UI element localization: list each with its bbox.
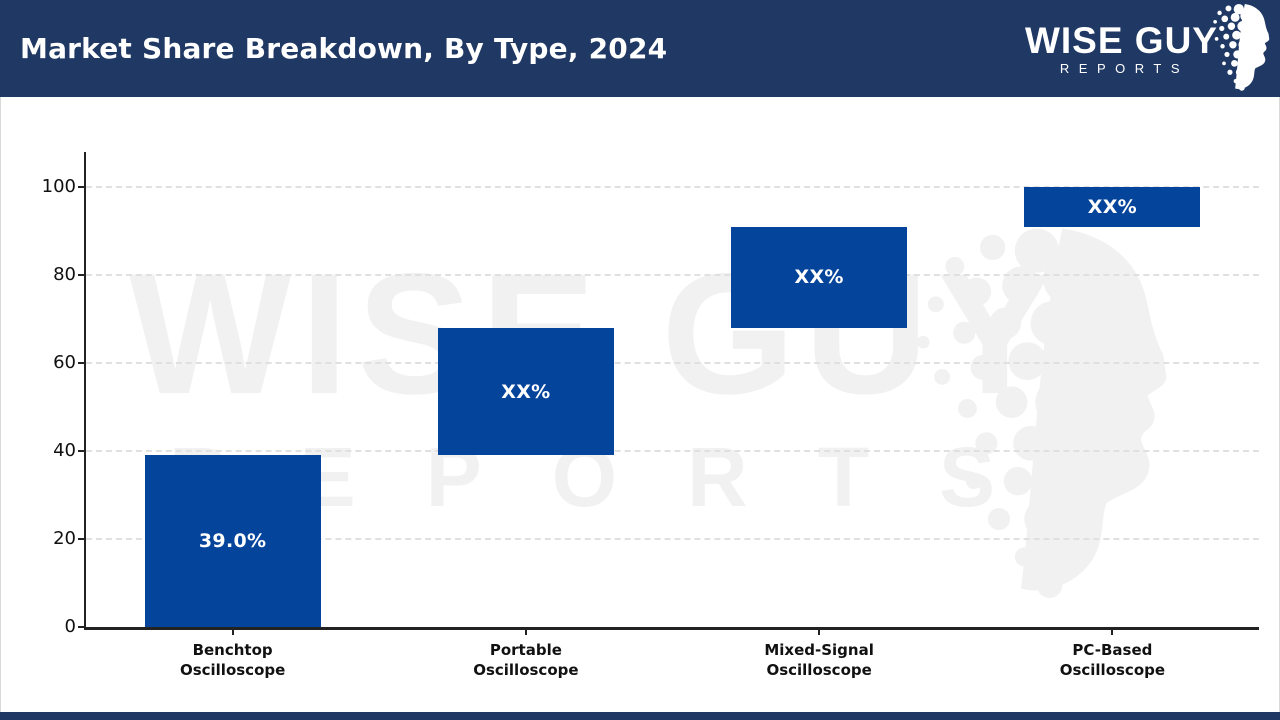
y-tick-mark-40 bbox=[78, 450, 86, 452]
x-category-label-line: Oscilloscope bbox=[473, 661, 579, 679]
logo-text: WISE GUY REPORTS bbox=[1024, 20, 1218, 77]
x-tick-mark-2 bbox=[818, 627, 821, 635]
y-tick-label-20: 20 bbox=[53, 528, 76, 549]
x-category-label-line: Oscilloscope bbox=[179, 661, 286, 679]
x-category-label-line: Portable bbox=[489, 641, 562, 659]
footer-bar bbox=[0, 712, 1280, 720]
gridline-20 bbox=[86, 538, 1259, 540]
y-axis-line bbox=[84, 152, 86, 629]
x-category-label: Benchtop Oscilloscope bbox=[91, 640, 375, 680]
bar-value-label: XX% bbox=[794, 266, 844, 289]
page-title: Market Share Breakdown, By Type, 2024 bbox=[20, 32, 668, 65]
y-tick-label-0: 0 bbox=[64, 616, 76, 637]
bar-segment: XX% bbox=[731, 226, 908, 328]
x-category-label: PC-Based Oscilloscope bbox=[970, 640, 1254, 680]
x-category-label: Portable Oscilloscope bbox=[384, 640, 668, 680]
x-category-label-line: Oscilloscope bbox=[766, 661, 872, 679]
x-tick-mark-1 bbox=[524, 627, 527, 635]
gridline-100 bbox=[86, 186, 1259, 188]
x-category-label-line: Oscilloscope bbox=[1059, 661, 1166, 679]
gridline-60 bbox=[86, 362, 1259, 364]
y-tick-mark-100 bbox=[78, 186, 86, 188]
y-tick-mark-0 bbox=[78, 626, 86, 628]
y-tick-mark-80 bbox=[78, 274, 86, 276]
bar-segment: 39.0% bbox=[144, 455, 321, 627]
bar-value-label: XX% bbox=[1087, 195, 1137, 218]
x-category-label: Mixed-Signal Oscilloscope bbox=[677, 640, 961, 680]
y-tick-mark-60 bbox=[78, 362, 86, 364]
x-category-label-line: Mixed-Signal bbox=[764, 641, 874, 659]
y-tick-mark-20 bbox=[78, 538, 86, 540]
brand-logo: WISE GUY REPORTS bbox=[1020, 0, 1280, 97]
chart-canvas: WISE GUY REPORTS 0 20 40 60 80 100 39.0% Bencht… bbox=[0, 97, 1280, 712]
x-tick-mark-3 bbox=[1111, 627, 1114, 635]
y-tick-label-40: 40 bbox=[53, 440, 76, 461]
x-category-label-line: Benchtop bbox=[192, 641, 273, 659]
y-tick-label-80: 80 bbox=[53, 264, 76, 285]
bar-value-label: XX% bbox=[501, 380, 551, 403]
logo-subtitle: REPORTS bbox=[1059, 61, 1190, 76]
x-category-label-line: PC-Based bbox=[1072, 641, 1153, 659]
gridline-80 bbox=[86, 274, 1259, 276]
bar-segment: XX% bbox=[1024, 187, 1201, 227]
x-axis-line bbox=[84, 627, 1259, 630]
bar-segment: XX% bbox=[437, 327, 614, 456]
y-tick-label-100: 100 bbox=[41, 176, 76, 197]
gridline-40 bbox=[86, 450, 1259, 452]
x-tick-mark-0 bbox=[231, 627, 234, 635]
y-tick-label-60: 60 bbox=[53, 352, 76, 373]
bar-value-label: 39.0% bbox=[198, 530, 267, 553]
logo-wordmark: WISE GUY bbox=[1024, 20, 1218, 61]
header-bar: Market Share Breakdown, By Type, 2024 WI… bbox=[0, 0, 1280, 97]
